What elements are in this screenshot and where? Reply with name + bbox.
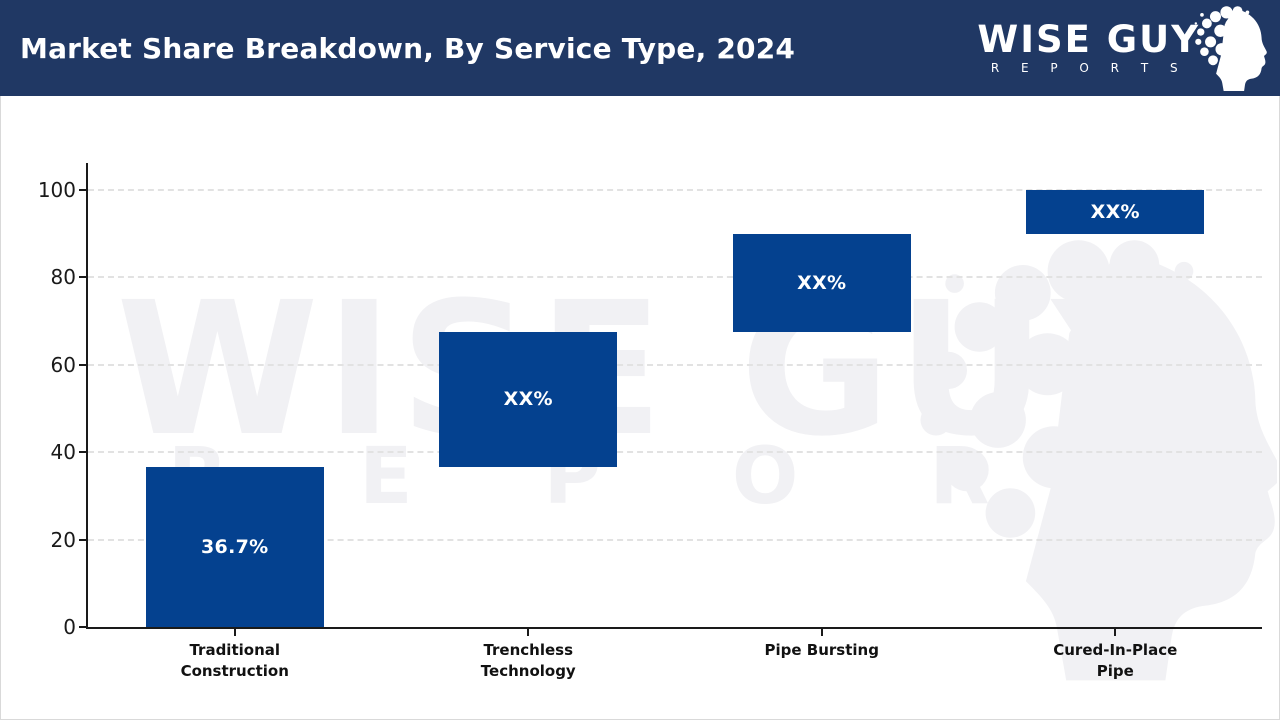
x-category-label: Traditional Construction bbox=[180, 641, 289, 680]
page-title: Market Share Breakdown, By Service Type,… bbox=[20, 31, 796, 65]
wise-guy-logo: WISE GUY R E P O R T S bbox=[977, 4, 1272, 92]
logo-text: WISE GUY R E P O R T S bbox=[977, 17, 1200, 76]
y-tick-label: 80 bbox=[50, 265, 76, 290]
gridline bbox=[88, 276, 1262, 279]
x-category-label: Cured-In-Place Pipe bbox=[1053, 641, 1178, 680]
bar-value-label: XX% bbox=[797, 271, 847, 294]
y-tick-mark bbox=[79, 538, 88, 541]
header-bar: Market Share Breakdown, By Service Type,… bbox=[0, 0, 1280, 96]
bar-4: XX% bbox=[1026, 190, 1205, 234]
gridline bbox=[88, 538, 1262, 541]
gridline bbox=[88, 451, 1262, 454]
y-tick-mark bbox=[79, 451, 88, 454]
x-tick-mark bbox=[1114, 629, 1117, 636]
y-tick-label: 100 bbox=[37, 178, 76, 202]
x-tick-mark bbox=[233, 629, 236, 636]
x-category-label: Trenchless Technology bbox=[480, 641, 576, 680]
x-axis-line bbox=[86, 627, 1262, 629]
bar-value-label: XX% bbox=[1090, 200, 1140, 223]
bar-value-label: XX% bbox=[503, 388, 553, 411]
y-tick-mark bbox=[79, 626, 88, 628]
bar-3: XX% bbox=[732, 233, 911, 332]
y-tick-mark bbox=[79, 276, 88, 279]
bar-2: XX% bbox=[439, 332, 618, 467]
y-tick-label: 0 bbox=[63, 615, 76, 639]
y-axis-line bbox=[86, 163, 88, 629]
logo-sub-text: R E P O R T S bbox=[990, 61, 1187, 76]
y-tick-mark bbox=[79, 363, 88, 366]
gridline bbox=[88, 189, 1262, 191]
logo-name-text: WISE GUY bbox=[977, 17, 1200, 61]
y-tick-mark bbox=[79, 189, 88, 191]
y-tick-label: 20 bbox=[50, 527, 76, 552]
x-tick-mark bbox=[820, 629, 823, 636]
x-category-label: Pipe Bursting bbox=[764, 641, 879, 659]
y-tick-label: 40 bbox=[50, 440, 76, 465]
gridline bbox=[88, 363, 1262, 366]
y-tick-label: 60 bbox=[50, 352, 76, 377]
x-tick-mark bbox=[527, 629, 530, 636]
bar-1: 36.7% bbox=[145, 466, 324, 627]
bar-value-label: 36.7% bbox=[201, 535, 269, 558]
